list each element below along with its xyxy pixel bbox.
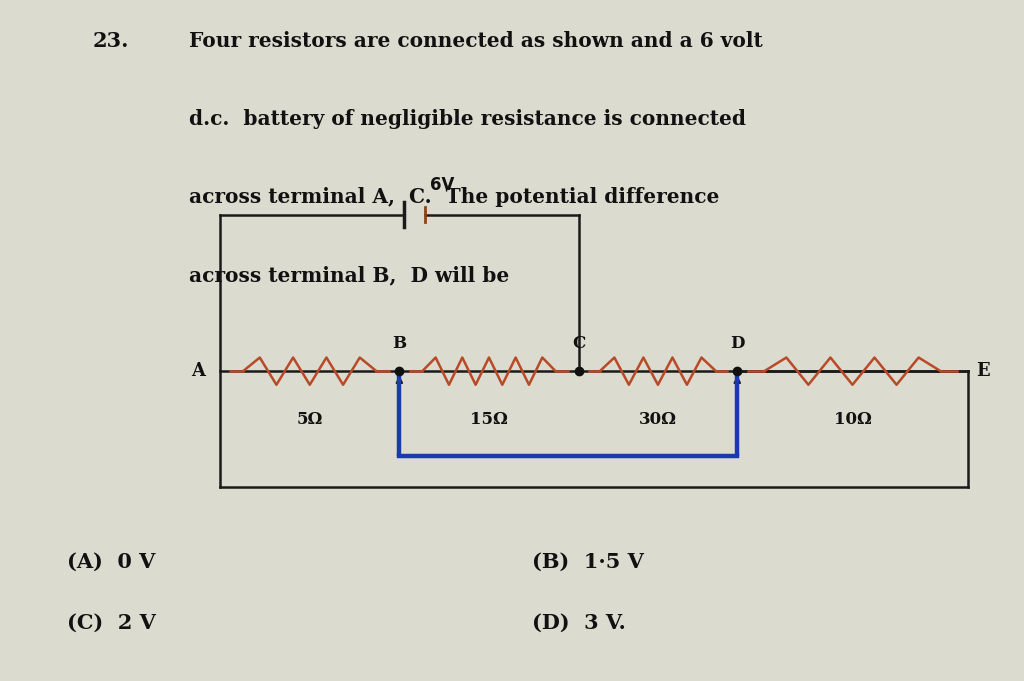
Text: B: B: [392, 335, 407, 352]
Text: C: C: [572, 335, 585, 352]
Text: D: D: [730, 335, 744, 352]
Text: 6V: 6V: [430, 176, 455, 194]
Text: 30Ω: 30Ω: [639, 411, 677, 428]
Text: 23.: 23.: [92, 31, 129, 50]
Text: Four resistors are connected as shown and a 6 volt: Four resistors are connected as shown an…: [189, 31, 763, 50]
Text: (A)  0 V: (A) 0 V: [67, 552, 155, 572]
Text: (D)  3 V.: (D) 3 V.: [532, 613, 627, 633]
Text: E: E: [976, 362, 989, 380]
Text: (B)  1·5 V: (B) 1·5 V: [532, 552, 644, 572]
Text: across terminal A,  C.  The potential difference: across terminal A, C. The potential diff…: [189, 187, 720, 207]
Text: A: A: [190, 362, 205, 380]
Text: 5Ω: 5Ω: [297, 411, 323, 428]
Text: across terminal B,  D will be: across terminal B, D will be: [189, 266, 510, 285]
Text: d.c.  battery of negligible resistance is connected: d.c. battery of negligible resistance is…: [189, 109, 746, 129]
Text: (C)  2 V: (C) 2 V: [67, 613, 156, 633]
Text: 10Ω: 10Ω: [834, 411, 871, 428]
Text: 15Ω: 15Ω: [470, 411, 508, 428]
